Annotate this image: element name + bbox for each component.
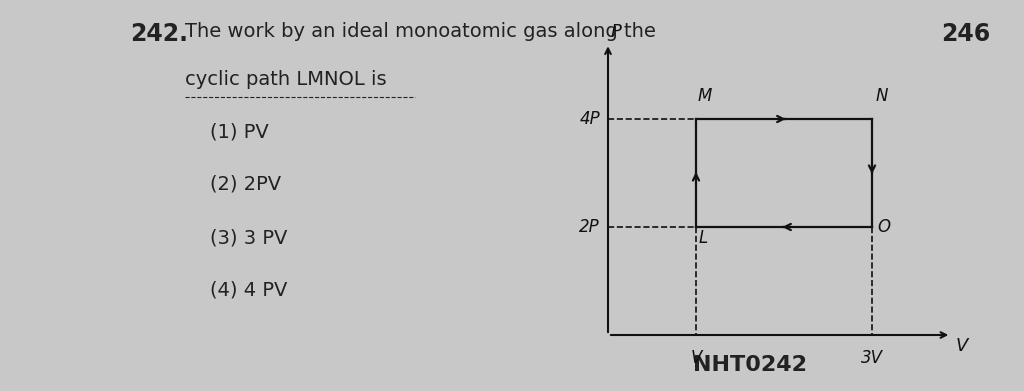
Text: (4) 4 PV: (4) 4 PV <box>210 281 288 300</box>
Text: NHT0242: NHT0242 <box>693 355 807 375</box>
Text: L: L <box>699 229 709 247</box>
Text: O: O <box>877 218 890 236</box>
Text: V: V <box>690 349 701 367</box>
Text: The work by an ideal monoatomic gas along the: The work by an ideal monoatomic gas alon… <box>185 22 656 41</box>
Text: 4P: 4P <box>580 110 600 128</box>
Text: N: N <box>876 87 889 105</box>
Text: (2) 2PV: (2) 2PV <box>210 175 282 194</box>
Text: 246: 246 <box>941 22 990 46</box>
Text: (3) 3 PV: (3) 3 PV <box>210 228 288 247</box>
Text: 242.: 242. <box>130 22 188 46</box>
Text: 3V: 3V <box>861 349 883 367</box>
Text: P: P <box>611 23 622 41</box>
Text: M: M <box>698 87 713 105</box>
Text: V: V <box>955 337 968 355</box>
Text: (1) PV: (1) PV <box>210 122 268 141</box>
Text: cyclic path LMNOL is: cyclic path LMNOL is <box>185 70 387 89</box>
Text: 2P: 2P <box>580 218 600 236</box>
